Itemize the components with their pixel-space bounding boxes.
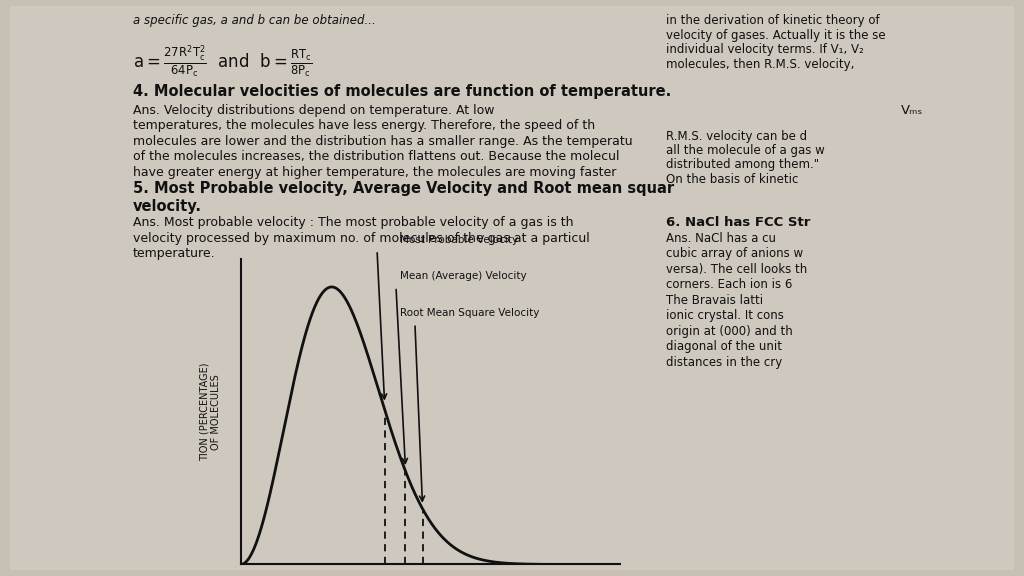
Text: The Bravais latti: The Bravais latti [666, 294, 763, 307]
Text: 4. Molecular velocities of molecules are function of temperature.: 4. Molecular velocities of molecules are… [133, 84, 672, 98]
Text: $\mathrm{a = \frac{27R^2T_c^2}{64P_c}}$  and  $\mathrm{b = \frac{RT_c}{8P_c}}$: $\mathrm{a = \frac{27R^2T_c^2}{64P_c}}$ … [133, 43, 312, 79]
Text: corners. Each ion is 6: corners. Each ion is 6 [666, 278, 792, 291]
Text: velocity of gases. Actually it is the se: velocity of gases. Actually it is the se [666, 29, 885, 42]
Text: have greater energy at higher temperature, the molecules are moving faster: have greater energy at higher temperatur… [133, 166, 616, 179]
Text: distributed among them.": distributed among them." [666, 158, 819, 172]
Text: Most Probable Velocity: Most Probable Velocity [399, 235, 518, 245]
Text: velocity.: velocity. [133, 199, 202, 214]
Text: individual velocity terms. If V₁, V₂: individual velocity terms. If V₁, V₂ [666, 43, 863, 56]
Text: distances in the cry: distances in the cry [666, 356, 782, 369]
Text: 6. NaCl has FCC Str: 6. NaCl has FCC Str [666, 216, 810, 229]
Text: Ans. Velocity distributions depend on temperature. At low: Ans. Velocity distributions depend on te… [133, 104, 495, 117]
Text: ionic crystal. It cons: ionic crystal. It cons [666, 309, 783, 323]
Text: a specific gas, a and b can be obtained...: a specific gas, a and b can be obtained.… [133, 14, 376, 28]
Text: Ans. Most probable velocity : The most probable velocity of a gas is th: Ans. Most probable velocity : The most p… [133, 216, 573, 229]
Text: in the derivation of kinetic theory of: in the derivation of kinetic theory of [666, 14, 880, 28]
Text: all the molecule of a gas w: all the molecule of a gas w [666, 144, 824, 157]
Text: molecules are lower and the distribution has a smaller range. As the temperatu: molecules are lower and the distribution… [133, 135, 633, 148]
Text: TION (PERCENTAGE)
OF MOLECULES: TION (PERCENTAGE) OF MOLECULES [200, 362, 221, 461]
Text: of the molecules increases, the distribution flattens out. Because the molecul: of the molecules increases, the distribu… [133, 150, 620, 164]
Text: versa). The cell looks th: versa). The cell looks th [666, 263, 807, 276]
Text: 5. Most Probable velocity, Average Velocity and Root mean squar: 5. Most Probable velocity, Average Veloc… [133, 181, 674, 196]
Text: Vₘₛ: Vₘₛ [901, 104, 924, 117]
Text: Root Mean Square Velocity: Root Mean Square Velocity [399, 308, 540, 318]
Text: temperatures, the molecules have less energy. Therefore, the speed of th: temperatures, the molecules have less en… [133, 119, 595, 132]
Text: Mean (Average) Velocity: Mean (Average) Velocity [399, 271, 526, 282]
Text: origin at (000) and th: origin at (000) and th [666, 325, 793, 338]
Text: On the basis of kinetic: On the basis of kinetic [666, 173, 798, 186]
Text: temperature.: temperature. [133, 247, 216, 260]
Text: Ans. NaCl has a cu: Ans. NaCl has a cu [666, 232, 775, 245]
Text: R.M.S. velocity can be d: R.M.S. velocity can be d [666, 130, 807, 143]
Text: molecules, then R.M.S. velocity,: molecules, then R.M.S. velocity, [666, 58, 854, 71]
Text: diagonal of the unit: diagonal of the unit [666, 340, 781, 354]
Text: velocity processed by maximum no. of molecules of the gas at a particul: velocity processed by maximum no. of mol… [133, 232, 590, 245]
Text: cubic array of anions w: cubic array of anions w [666, 247, 803, 260]
